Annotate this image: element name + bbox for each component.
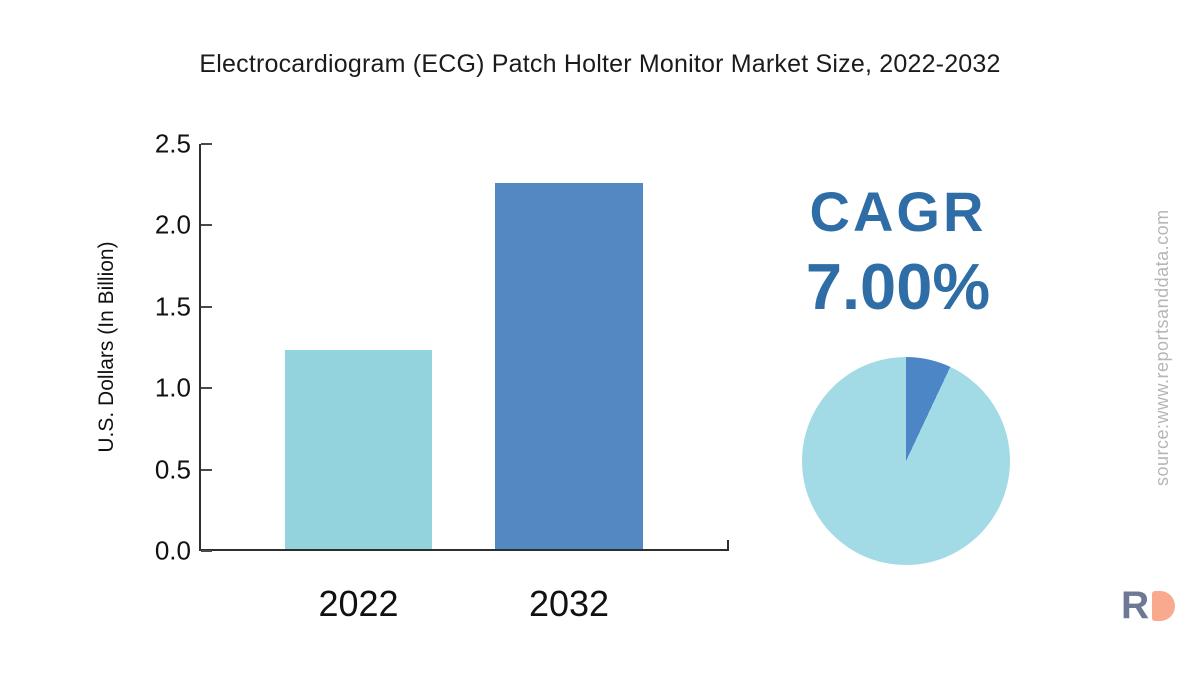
chart-title: Electrocardiogram (ECG) Patch Holter Mon… [199, 50, 1001, 78]
x-tick-label: 2022 [318, 583, 399, 624]
reports-and-data-logo: R [1121, 584, 1176, 627]
bar [285, 144, 432, 549]
y-tick-mark [201, 143, 212, 145]
y-axis-spine [199, 144, 201, 551]
y-tick-label: 2.5 [154, 128, 191, 159]
logo-d-icon [1152, 591, 1176, 621]
bar-fill [285, 349, 432, 549]
source-note: source:www.reportsanddata.com [1152, 209, 1172, 486]
cagr-value: 7.00% [805, 250, 991, 323]
x-axis-end-tick [727, 540, 729, 551]
y-tick-mark [201, 550, 212, 552]
y-tick-label: 0.0 [154, 535, 191, 566]
bar-fill [495, 182, 643, 549]
y-tick-label: 1.5 [154, 291, 191, 322]
y-tick-label: 1.0 [154, 372, 191, 403]
pie-chart [802, 357, 1010, 565]
y-tick-mark [201, 305, 212, 308]
y-tick-mark [201, 224, 212, 227]
y-tick-mark [201, 468, 212, 471]
x-axis-spine [199, 549, 729, 551]
y-tick-label: 0.5 [154, 454, 191, 485]
logo-r-letter: R [1121, 584, 1150, 627]
x-tick-label: 2032 [528, 583, 610, 624]
bar [495, 144, 643, 549]
cagr-label: CAGR [809, 180, 987, 243]
y-tick-mark [201, 387, 212, 390]
bar-chart-plot-area: 0.0 0.5 1.0 1.5 2.0 2.5 2022 2032 [155, 129, 729, 624]
y-axis-title: U.S. Dollars (In Billion) [95, 241, 118, 453]
y-tick-label: 2.0 [154, 209, 191, 240]
